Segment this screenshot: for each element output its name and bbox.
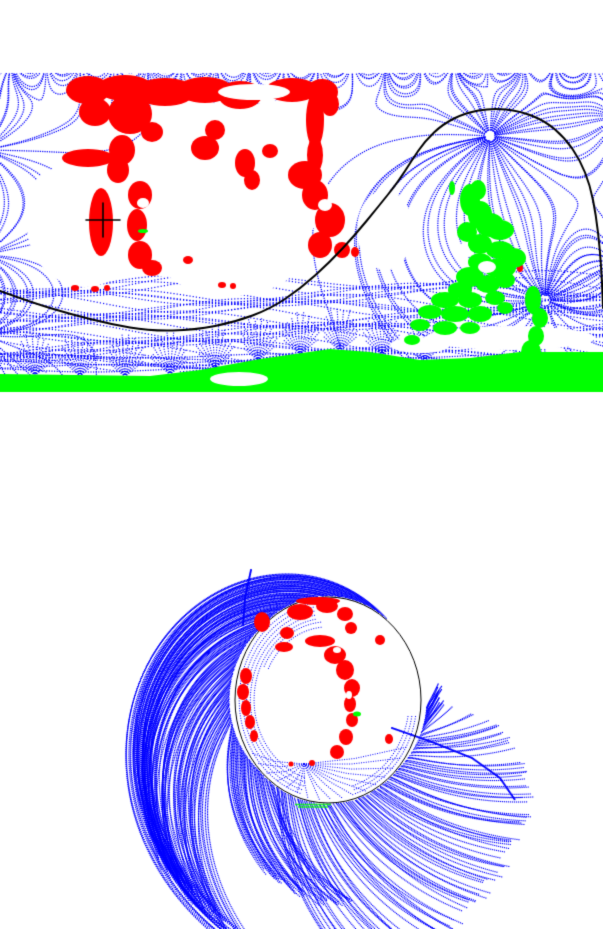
field-line-3d-panel[interactable] <box>0 400 603 929</box>
synoptic-map-panel[interactable] <box>0 0 603 400</box>
